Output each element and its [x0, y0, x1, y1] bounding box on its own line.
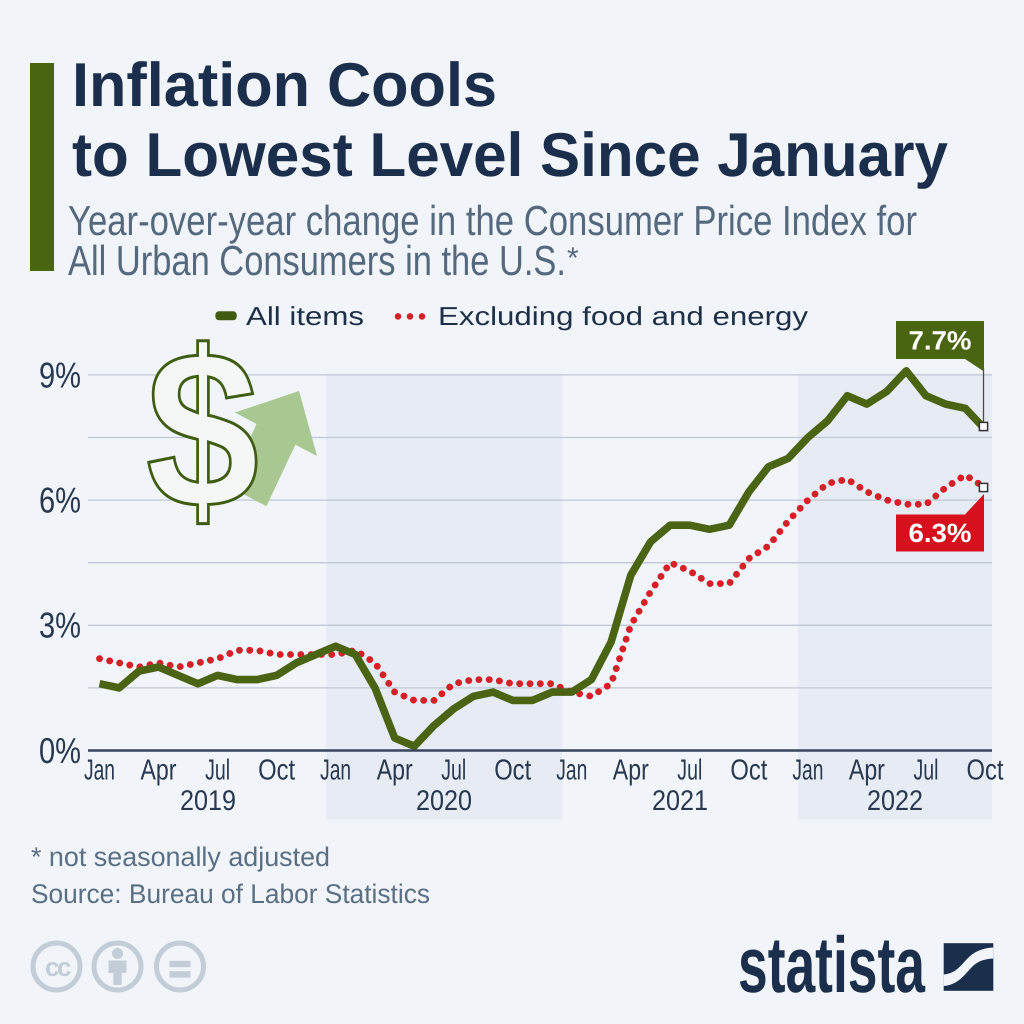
svg-text:Excluding food and energy: Excluding food and energy [438, 301, 808, 331]
svg-text:Year-over-year change in the C: Year-over-year change in the Consumer Pr… [68, 197, 917, 244]
svg-text:Apr: Apr [849, 755, 885, 787]
svg-text:* not seasonally adjusted: * not seasonally adjusted [31, 842, 330, 872]
svg-text:Apr: Apr [141, 755, 177, 787]
svg-text:Apr: Apr [377, 755, 413, 787]
svg-text:7.7%: 7.7% [909, 325, 972, 355]
svg-text:Jul: Jul [441, 755, 466, 787]
svg-text:2019: 2019 [180, 785, 236, 817]
svg-text:3%: 3% [39, 605, 81, 646]
svg-text:9%: 9% [39, 354, 81, 395]
svg-text:Oct: Oct [730, 755, 767, 787]
svg-text:6%: 6% [39, 480, 81, 521]
svg-text:All Urban Consumers in the U.S: All Urban Consumers in the U.S. [68, 237, 566, 284]
svg-text:2020: 2020 [416, 785, 472, 817]
svg-text:Inflation Cools: Inflation Cools [72, 51, 497, 120]
svg-text:Oct: Oct [258, 755, 295, 787]
svg-text:Oct: Oct [494, 755, 531, 787]
svg-text:cc: cc [45, 952, 71, 982]
svg-text:All items: All items [246, 301, 364, 331]
svg-text:Source: Bureau of Labor Statis: Source: Bureau of Labor Statistics [31, 879, 430, 909]
svg-text:2021: 2021 [652, 785, 708, 817]
svg-text:0%: 0% [39, 730, 81, 771]
svg-text:Oct: Oct [967, 755, 1004, 787]
svg-text:Jan: Jan [84, 755, 115, 787]
svg-text:$: $ [146, 305, 259, 555]
svg-text:Jul: Jul [677, 755, 702, 787]
svg-text:Jan: Jan [556, 755, 587, 787]
svg-text:Apr: Apr [613, 755, 649, 787]
svg-text:Jul: Jul [914, 755, 939, 787]
svg-text:to Lowest Level Since January: to Lowest Level Since January [72, 121, 948, 190]
svg-text:Jan: Jan [792, 755, 823, 787]
svg-text:statista: statista [738, 920, 926, 1009]
svg-text:Jul: Jul [205, 755, 230, 787]
svg-text:6.3%: 6.3% [909, 518, 972, 548]
svg-text:2022: 2022 [867, 785, 923, 817]
svg-text:Jan: Jan [320, 755, 351, 787]
svg-text:*: * [567, 242, 579, 275]
